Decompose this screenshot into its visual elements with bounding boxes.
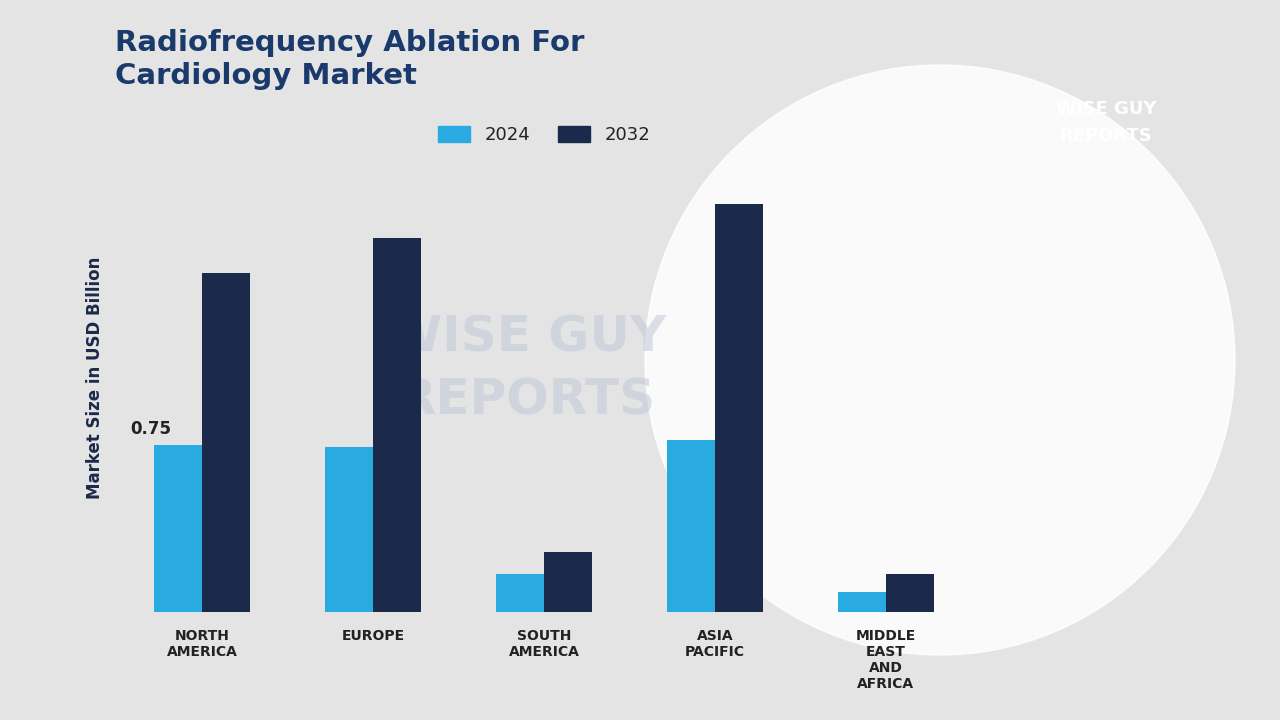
- Text: WISE GUY
REPORTS: WISE GUY REPORTS: [388, 313, 667, 424]
- Text: 0.75: 0.75: [131, 420, 172, 438]
- Bar: [838, 592, 886, 612]
- Bar: [497, 574, 544, 612]
- Circle shape: [645, 65, 1235, 655]
- Text: Radiofrequency Ablation For
Cardiology Market: Radiofrequency Ablation For Cardiology M…: [115, 29, 585, 90]
- Bar: [325, 447, 372, 612]
- Y-axis label: Market Size in USD Billion: Market Size in USD Billion: [86, 257, 104, 499]
- Bar: [372, 238, 421, 612]
- Legend: 2024, 2032: 2024, 2032: [433, 120, 655, 149]
- Bar: [716, 204, 763, 612]
- Bar: [667, 441, 716, 612]
- Bar: [202, 274, 250, 612]
- Bar: [154, 445, 202, 612]
- Bar: [886, 574, 934, 612]
- Bar: [544, 552, 591, 612]
- Text: WISE GUY
REPORTS: WISE GUY REPORTS: [1056, 100, 1156, 145]
